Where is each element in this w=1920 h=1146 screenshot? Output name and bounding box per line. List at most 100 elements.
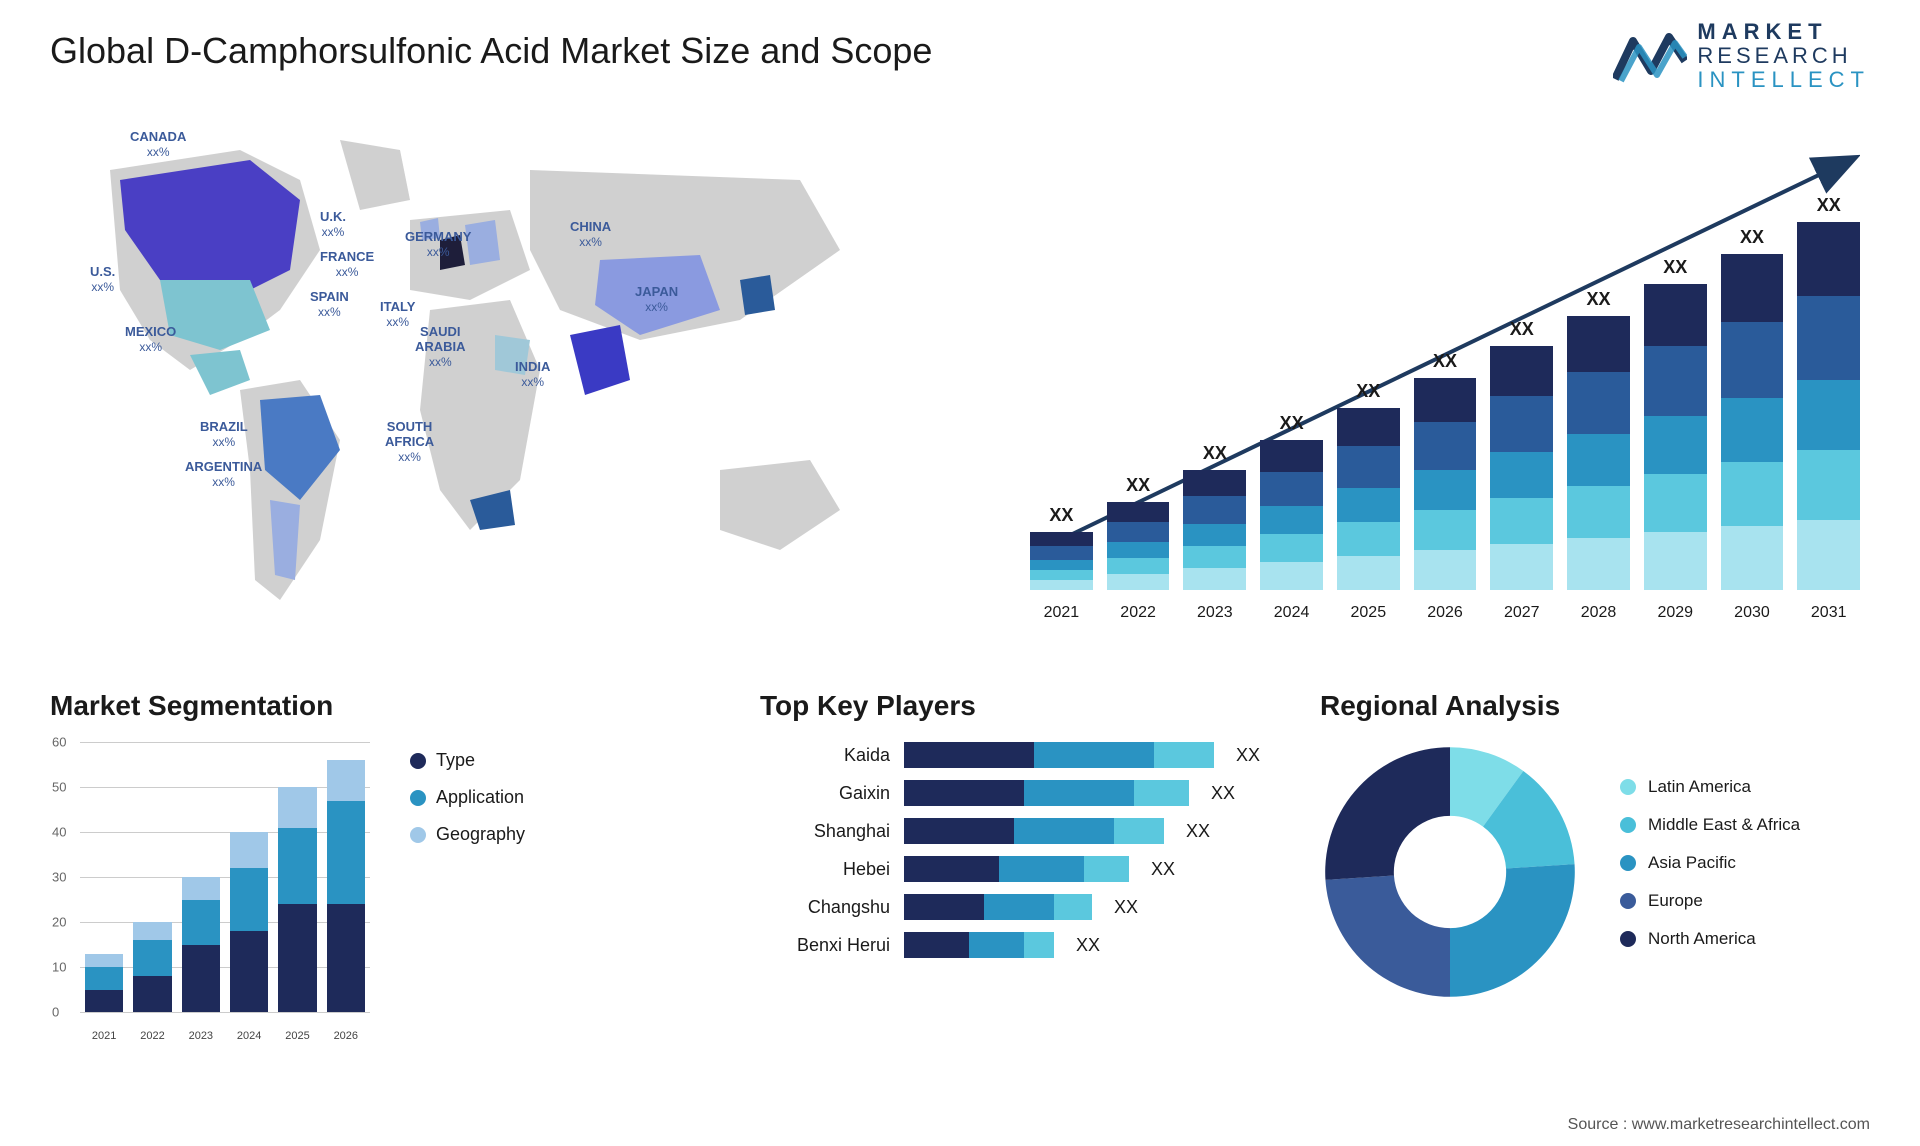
legend-swatch-icon [410, 790, 426, 806]
legend-item: Europe [1620, 891, 1800, 911]
x-axis-label: 2030 [1721, 604, 1784, 622]
players-title: Top Key Players [760, 690, 1300, 722]
bar-segment [182, 900, 220, 945]
bar-segment [1084, 856, 1129, 882]
legend-item: Application [410, 787, 525, 808]
bar-segment [984, 894, 1054, 920]
bar-value-label: XX [1049, 505, 1073, 526]
bar-segment [1030, 580, 1093, 590]
legend-swatch-icon [410, 827, 426, 843]
legend-item: Type [410, 750, 525, 771]
bar-segment [1260, 534, 1323, 562]
player-bar [904, 742, 1214, 768]
bar-segment [278, 828, 316, 905]
bar-segment [1721, 398, 1784, 462]
bar-segment [1337, 556, 1400, 590]
player-name: Changshu [760, 897, 890, 918]
bar-segment [1114, 818, 1164, 844]
bar-segment [1567, 316, 1630, 372]
player-row: Benxi HeruiXX [760, 932, 1300, 958]
legend-label: Application [436, 787, 524, 808]
segmentation-bar [278, 787, 316, 1012]
bar-value-label: XX [1280, 413, 1304, 434]
growth-bar: XX [1490, 319, 1553, 590]
bar-segment [1644, 532, 1707, 590]
bar-segment [904, 780, 1024, 806]
bar-segment [1337, 408, 1400, 446]
player-row: KaidaXX [760, 742, 1300, 768]
bar-segment [1260, 472, 1323, 506]
regional-donut-chart [1320, 742, 1580, 1002]
map-label: SOUTHAFRICAxx% [385, 420, 434, 465]
segmentation-bar [85, 954, 123, 1013]
bar-segment [1797, 380, 1860, 450]
segmentation-title: Market Segmentation [50, 690, 550, 722]
bar-segment [1490, 498, 1553, 544]
market-growth-chart: XXXXXXXXXXXXXXXXXXXXXX 20212022202320242… [1030, 140, 1860, 630]
bar-segment [327, 801, 365, 905]
growth-bar: XX [1414, 351, 1477, 590]
legend-label: Asia Pacific [1648, 853, 1736, 873]
x-axis-label: 2022 [133, 1030, 171, 1042]
legend-label: Type [436, 750, 475, 771]
legend-swatch-icon [1620, 817, 1636, 833]
regional-legend: Latin AmericaMiddle East & AfricaAsia Pa… [1620, 777, 1800, 967]
map-label: CHINAxx% [570, 220, 611, 250]
x-axis-label: 2031 [1797, 604, 1860, 622]
player-value: XX [1076, 935, 1100, 956]
brand-logo: MARKET RESEARCH INTELLECT [1613, 20, 1870, 93]
bar-segment [1030, 570, 1093, 580]
bar-segment [327, 904, 365, 1012]
legend-swatch-icon [410, 753, 426, 769]
regional-title: Regional Analysis [1320, 690, 1880, 722]
map-label: GERMANYxx% [405, 230, 471, 260]
x-axis-label: 2026 [327, 1030, 365, 1042]
bar-segment [1797, 450, 1860, 520]
segmentation-section: Market Segmentation 0102030405060 202120… [50, 690, 550, 1042]
x-axis-label: 2024 [1260, 604, 1323, 622]
legend-swatch-icon [1620, 931, 1636, 947]
bar-value-label: XX [1587, 289, 1611, 310]
legend-label: Europe [1648, 891, 1703, 911]
logo-text-1: MARKET [1697, 20, 1870, 44]
legend-label: Geography [436, 824, 525, 845]
bar-segment [1260, 562, 1323, 590]
donut-slice [1450, 864, 1575, 997]
player-row: ShanghaiXX [760, 818, 1300, 844]
bar-segment [1644, 416, 1707, 474]
bar-segment [182, 877, 220, 900]
legend-label: North America [1648, 929, 1756, 949]
y-axis-label: 50 [52, 780, 66, 795]
legend-swatch-icon [1620, 855, 1636, 871]
growth-bar: XX [1260, 413, 1323, 590]
x-axis-label: 2028 [1567, 604, 1630, 622]
bar-segment [1154, 742, 1214, 768]
segmentation-legend: Type Application Geography [410, 750, 525, 861]
bar-segment [1490, 452, 1553, 498]
x-axis-label: 2026 [1414, 604, 1477, 622]
bar-segment [1030, 546, 1093, 560]
x-axis-label: 2021 [85, 1030, 123, 1042]
bar-segment [1644, 474, 1707, 532]
source-text: Source : www.marketresearchintellect.com [1568, 1116, 1870, 1134]
bar-segment [1183, 546, 1246, 568]
bar-segment [133, 922, 171, 940]
players-section: Top Key Players KaidaXX GaixinXX ShanghaiX… [760, 690, 1300, 970]
y-axis-label: 60 [52, 735, 66, 750]
bar-segment [1414, 550, 1477, 590]
segmentation-bar [327, 760, 365, 1012]
bar-segment [1337, 446, 1400, 488]
bar-value-label: XX [1356, 381, 1380, 402]
segmentation-bar [182, 877, 220, 1012]
legend-swatch-icon [1620, 779, 1636, 795]
legend-swatch-icon [1620, 893, 1636, 909]
y-axis-label: 30 [52, 870, 66, 885]
player-row: GaixinXX [760, 780, 1300, 806]
bar-segment [1721, 526, 1784, 590]
bar-segment [1024, 932, 1054, 958]
bar-segment [1107, 502, 1170, 522]
bar-segment [1014, 818, 1114, 844]
bar-segment [133, 976, 171, 1012]
bar-segment [1721, 322, 1784, 398]
bar-value-label: XX [1740, 227, 1764, 248]
